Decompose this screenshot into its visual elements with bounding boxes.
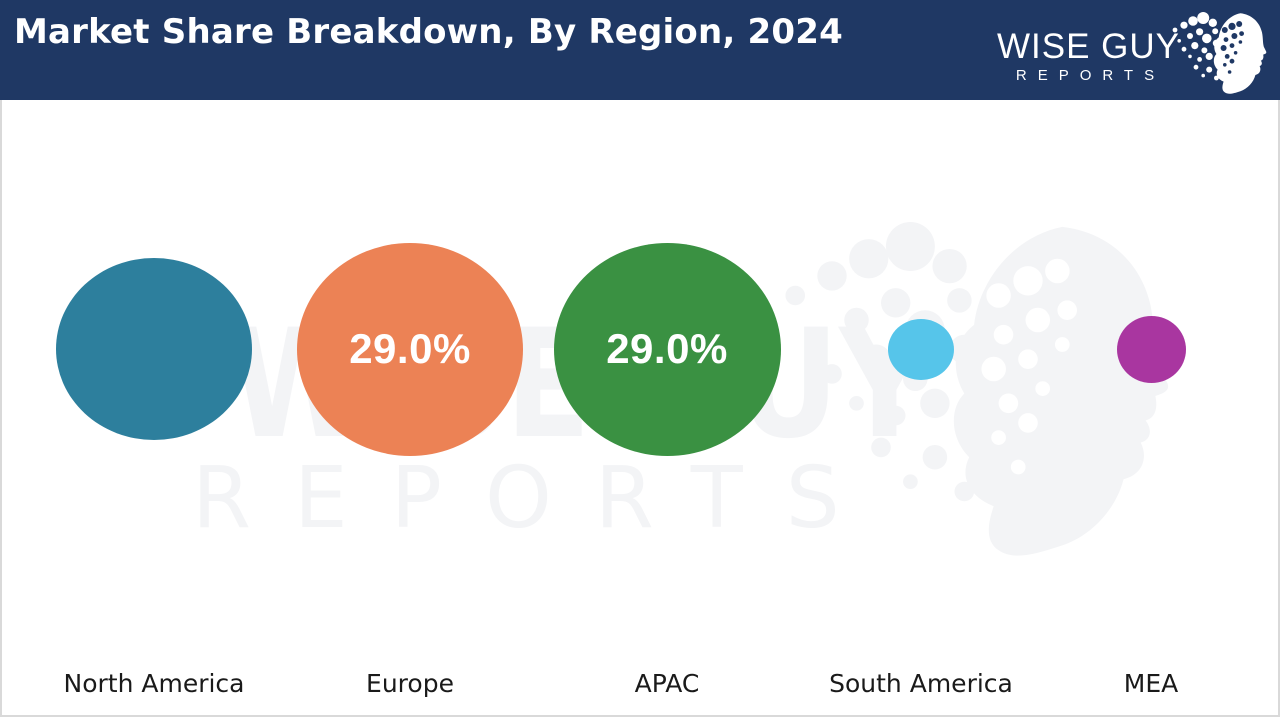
category-label-north-america: North America — [63, 669, 245, 698]
brand-face-icon — [1172, 12, 1267, 94]
bubble-south-america — [888, 318, 954, 380]
category-label-apac: APAC — [634, 669, 700, 698]
bubble-value-label: 29.0% — [606, 325, 728, 372]
bubble-europe: 29.0% — [297, 242, 523, 456]
bubble-apac: 29.0% — [553, 242, 781, 456]
brand-logo-text: WISE GUY REPORTS — [996, 26, 1180, 85]
category-label-europe: Europe — [366, 669, 454, 698]
brand-subtitle: REPORTS — [1015, 67, 1166, 85]
brand-logo: WISE GUY REPORTS — [997, 10, 1274, 96]
category-label-south-america: South America — [829, 669, 1013, 698]
chart-area: WISE GUY REPORTS North America29.0%Europ… — [0, 100, 1280, 717]
page-title: Market Share Breakdown, By Region, 2024 — [14, 12, 843, 52]
bubble-value-label: 29.0% — [349, 325, 471, 372]
bubble-chart: North America 29.0% Europe 29.0% APAC South A… — [0, 100, 1280, 717]
brand-name: WISE GUY — [996, 26, 1180, 66]
category-label-mea: MEA — [1123, 669, 1179, 698]
bubble-mea — [1116, 315, 1186, 383]
bubble-north-america — [56, 258, 252, 440]
header: Market Share Breakdown, By Region, 2024 … — [0, 0, 1280, 100]
